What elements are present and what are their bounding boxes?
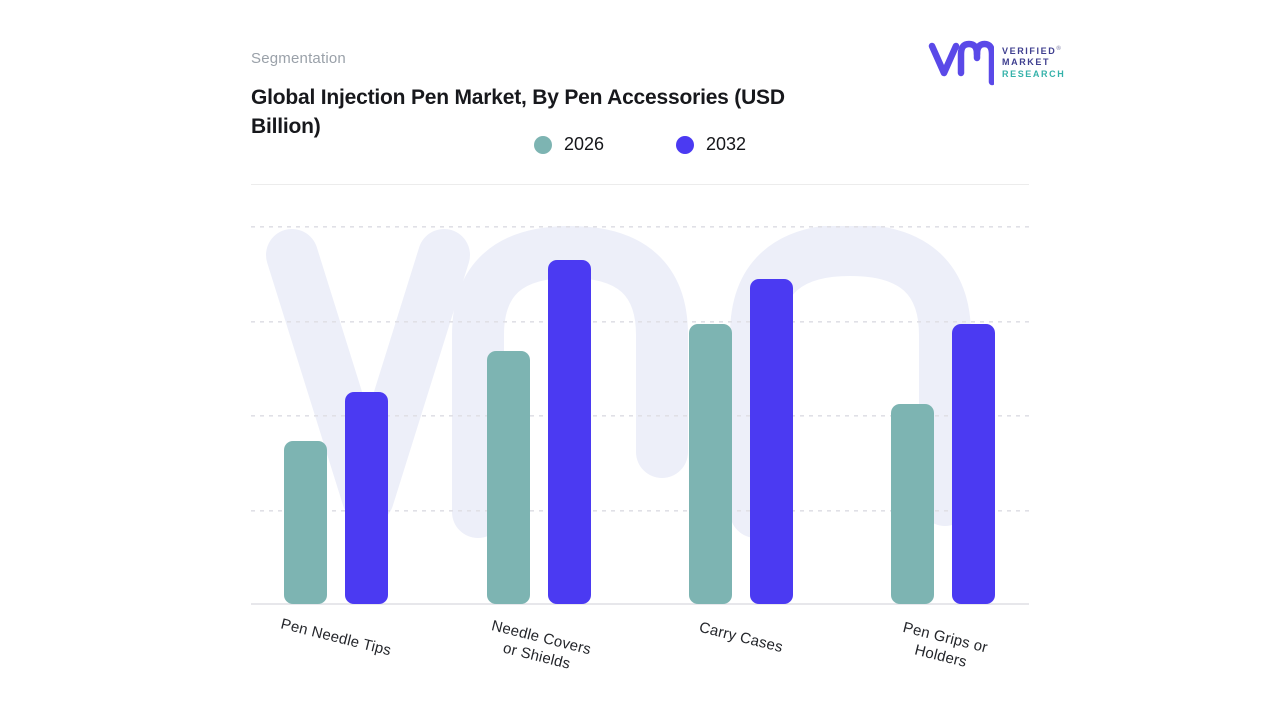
legend-item-2026: 2026 xyxy=(533,134,604,155)
gridline-100 xyxy=(251,226,1029,228)
gridline-50 xyxy=(251,415,1029,417)
legend: 2026 2032 xyxy=(251,134,1029,155)
chart-title-line2: Billion) xyxy=(251,115,321,138)
x-axis-label-line: Pen Needle Tips xyxy=(279,615,393,660)
bar-2032-pen-needle-tips xyxy=(345,392,388,604)
vmr-logo-line1: VERIFIED® xyxy=(1002,45,1061,56)
bar-2026-pen-grips-or-holders xyxy=(891,404,934,604)
legend-label-2032: 2032 xyxy=(706,134,747,154)
vmr-logo: VERIFIED® MARKET RESEARCH xyxy=(928,38,1068,86)
section-eyebrow: Segmentation xyxy=(251,50,346,67)
legend-label-2026: 2026 xyxy=(563,134,604,154)
bar-2032-carry-cases xyxy=(750,279,793,604)
bar-2026-carry-cases xyxy=(689,324,732,604)
vmr-logo-line3: RESEARCH xyxy=(1002,68,1066,79)
bar-2026-needle-covers-or-shields xyxy=(487,351,530,604)
x-axis-label-pen-grips-or-holders: Pen Grips or Holders xyxy=(856,608,1030,686)
vmr-logo-glyph-icon xyxy=(928,40,994,86)
x-axis-label-carry-cases: Carry Cases xyxy=(656,608,826,668)
x-axis-label-line: Carry Cases xyxy=(697,618,785,657)
legend-swatch-2032-icon xyxy=(676,135,694,154)
vmr-logo-line2: MARKET xyxy=(1002,57,1051,68)
chart-title: Global Injection Pen Market, By Pen Acce… xyxy=(251,83,891,141)
chart-title-line1: Global Injection Pen Market, By Pen Acce… xyxy=(251,86,785,109)
x-axis-label-needle-covers-or-shields: Needle Covers or Shields xyxy=(452,608,626,686)
bar-2032-needle-covers-or-shields xyxy=(548,260,591,604)
registered-mark: ® xyxy=(1056,45,1061,52)
bar-2026-pen-needle-tips xyxy=(284,441,327,604)
vmr-logo-text: VERIFIED® MARKET RESEARCH xyxy=(1002,44,1065,81)
x-axis-label-pen-needle-tips: Pen Needle Tips xyxy=(251,608,421,668)
legend-item-2032: 2032 xyxy=(676,134,746,155)
gridline-25 xyxy=(251,509,1029,512)
legend-swatch-2026-icon xyxy=(533,135,552,154)
header-divider xyxy=(251,184,1029,185)
gridline-75 xyxy=(251,320,1029,323)
bar-2032-pen-grips-or-holders xyxy=(952,324,995,604)
x-axis-line xyxy=(251,603,1029,605)
